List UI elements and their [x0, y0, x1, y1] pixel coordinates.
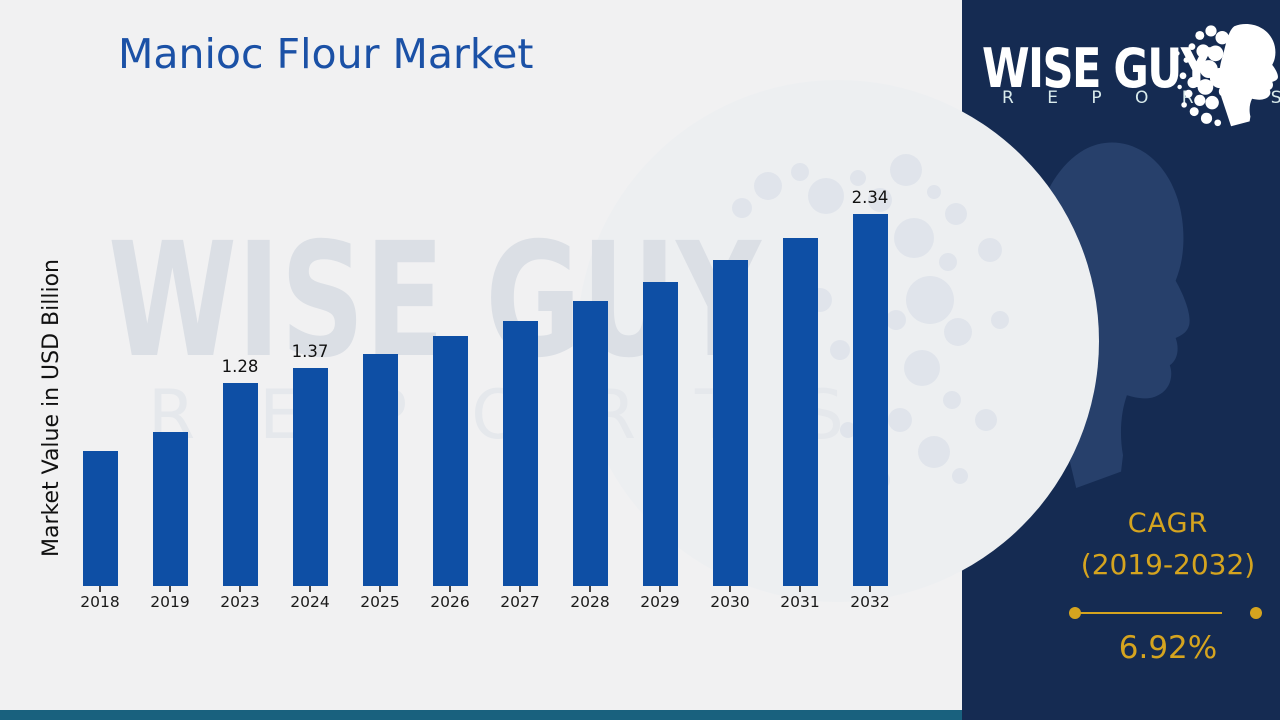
bar-2018 — [82, 451, 118, 586]
x-tick-label: 2026 — [430, 593, 470, 611]
face-profile-dots-icon — [1172, 24, 1278, 127]
bar-2031 — [782, 238, 818, 586]
brand-logo: WISE GUY R E P O R T S — [976, 22, 1280, 132]
page-title: Manioc Flour Market — [118, 30, 534, 78]
x-axis-tick — [519, 586, 521, 592]
x-axis-tick — [449, 586, 451, 592]
x-axis-tick — [379, 586, 381, 592]
x-tick-label: 2027 — [500, 593, 540, 611]
x-axis-tick — [169, 586, 171, 592]
cagr-line-dot-right — [1250, 607, 1262, 619]
bar-value-label: 2.34 — [851, 188, 889, 207]
x-tick-label: 2019 — [150, 593, 190, 611]
cagr-line-dot-left — [1069, 607, 1081, 619]
x-tick-label: 2028 — [570, 593, 610, 611]
bar-2027 — [502, 321, 538, 586]
bar-chart: 2018 2019 2023 1.28 2024 1.37 2025 2026 2027 2028… — [80, 188, 890, 611]
bar-2029 — [642, 282, 678, 586]
bottom-accent-strip — [0, 710, 962, 720]
x-axis-tick — [309, 586, 311, 592]
cagr-divider-line — [1074, 612, 1222, 614]
cagr-range: (2019-2032) — [1080, 548, 1256, 581]
bar-2026 — [432, 336, 468, 586]
x-tick-label: 2023 — [220, 593, 260, 611]
cagr-block: CAGR (2019-2032) — [1062, 508, 1274, 581]
x-tick-label: 2032 — [850, 593, 890, 611]
bar-2030 — [712, 260, 748, 586]
x-axis-tick — [589, 586, 591, 592]
bar-value-label: 1.28 — [221, 357, 259, 376]
bar-2019 — [152, 432, 188, 586]
x-tick-label: 2018 — [80, 593, 120, 611]
bar-2024 — [292, 368, 328, 586]
x-axis-tick — [99, 586, 101, 592]
x-axis-tick — [869, 586, 871, 592]
x-tick-label: 2030 — [710, 593, 750, 611]
x-axis-tick — [799, 586, 801, 592]
x-tick-label: 2029 — [640, 593, 680, 611]
cagr-heading: CAGR — [1127, 508, 1209, 539]
cagr-value: 6.92% — [1118, 630, 1218, 666]
x-tick-label: 2031 — [780, 593, 820, 611]
x-tick-label: 2025 — [360, 593, 400, 611]
x-axis-tick — [729, 586, 731, 592]
bar-2032 — [852, 214, 888, 586]
bar-2028 — [572, 301, 608, 586]
x-axis-tick — [659, 586, 661, 592]
bar-2025 — [362, 354, 398, 586]
x-axis-tick — [239, 586, 241, 592]
bar-value-label: 1.37 — [291, 342, 329, 361]
x-tick-label: 2024 — [290, 593, 330, 611]
bar-2023 — [222, 383, 258, 586]
